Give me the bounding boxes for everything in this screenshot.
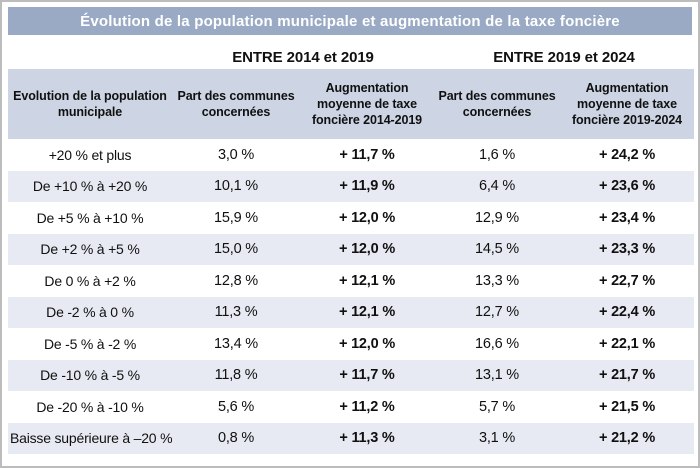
tax-increase-cell: + 12,1 % (338, 304, 396, 321)
tax-increase-cell: + 22,7 % (598, 272, 656, 289)
population-range-cell: Baisse supérieure à –20 % (10, 430, 173, 447)
tax-increase-cell: + 24,2 % (598, 146, 656, 163)
communes-share-cell: 16,6 % (475, 335, 519, 352)
table-row: De +5 % à +10 % 15,9 % + 12,0 % 12,9 % + 23,… (8, 202, 694, 234)
communes-share-cell: 3,1 % (478, 430, 516, 447)
tax-increase-cell: + 11,7 % (339, 367, 395, 384)
communes-share-cell: 0,8 % (217, 430, 255, 447)
period-group-spacer (8, 38, 172, 69)
table-row: De +10 % à +20 % 10,1 % + 11,9 % 6,4 % + 23,… (8, 170, 694, 202)
tax-increase-cell: + 11,3 % (339, 430, 395, 447)
communes-share-cell: 14,5 % (475, 241, 519, 258)
period-group-2019-2024: ENTRE 2019 et 2024 (434, 38, 694, 69)
communes-share-cell: 10,1 % (214, 178, 258, 195)
communes-share-cell: 12,8 % (214, 272, 258, 289)
communes-share-cell: 6,4 % (478, 178, 516, 195)
tax-increase-cell: + 12,0 % (338, 241, 396, 258)
tax-increase-cell: + 23,6 % (598, 178, 656, 195)
population-range-cell: De +2 % à +5 % (40, 241, 140, 258)
period-group-2014-2019: ENTRE 2014 et 2019 (172, 38, 434, 69)
population-range-cell: De -2 % à 0 % (46, 304, 134, 321)
tax-increase-cell: + 11,2 % (339, 398, 395, 415)
table-row: De 0 % à +2 % 12,8 % + 12,1 % 13,3 % + 22,7 … (8, 265, 694, 297)
tax-increase-cell: + 12,1 % (338, 272, 396, 289)
table-row: +20 % et plus 3,0 % + 11,7 % 1,6 % + 24,2 % (8, 139, 694, 171)
communes-share-cell: 15,0 % (214, 241, 258, 258)
tax-increase-cell: + 12,0 % (338, 209, 396, 226)
population-tax-table: ENTRE 2014 et 2019 ENTRE 2019 et 2024 Ev… (8, 38, 694, 454)
population-range-cell: De -20 % à -10 % (36, 398, 144, 415)
period-group-row: ENTRE 2014 et 2019 ENTRE 2019 et 2024 (8, 38, 694, 69)
communes-share-cell: 13,3 % (475, 272, 519, 289)
table-body: +20 % et plus 3,0 % + 11,7 % 1,6 % + 24,2 % D… (8, 139, 694, 454)
population-range-cell: +20 % et plus (48, 146, 132, 163)
tax-increase-cell: + 11,7 % (339, 146, 395, 163)
table-row: De +2 % à +5 % 15,0 % + 12,0 % 14,5 % + 23,3… (8, 233, 694, 265)
tax-increase-cell: + 23,4 % (598, 209, 656, 226)
communes-share-cell: 11,3 % (214, 304, 258, 321)
column-header-communes-share-2019-2024: Part des communes concernées (434, 69, 560, 139)
table-row: De -10 % à -5 % 11,8 % + 11,7 % 13,1 % + 21,… (8, 359, 694, 391)
table-title: Évolution de la population municipale et… (8, 7, 692, 35)
tax-increase-cell: + 21,2 % (598, 430, 656, 447)
table-row: De -5 % à -2 % 13,4 % + 12,0 % 16,6 % + 22,1… (8, 328, 694, 360)
communes-share-cell: 1,6 % (478, 146, 516, 163)
communes-share-cell: 13,1 % (475, 367, 519, 384)
table-row: Baisse supérieure à –20 % 0,8 % + 11,3 % 3,… (8, 422, 694, 454)
tax-increase-cell: + 22,1 % (598, 335, 656, 352)
column-header-row: Evolution de la population municipale Pa… (8, 69, 694, 139)
communes-share-cell: 5,7 % (478, 398, 516, 415)
tax-increase-cell: + 22,4 % (598, 304, 656, 321)
tax-increase-cell: + 12,0 % (338, 335, 396, 352)
communes-share-cell: 13,4 % (214, 335, 258, 352)
population-range-cell: De 0 % à +2 % (44, 272, 136, 289)
column-header-tax-increase-2019-2024: Augmentation moyenne de taxe foncière 20… (560, 69, 694, 139)
tax-increase-cell: + 23,3 % (598, 241, 656, 258)
population-range-cell: De +5 % à +10 % (36, 209, 144, 226)
communes-share-cell: 12,9 % (475, 209, 519, 226)
population-range-cell: De +10 % à +20 % (32, 178, 148, 195)
population-range-cell: De -10 % à -5 % (40, 367, 140, 384)
table-row: De -2 % à 0 % 11,3 % + 12,1 % 12,7 % + 22,4 … (8, 296, 694, 328)
communes-share-cell: 12,7 % (475, 304, 519, 321)
column-header-communes-share-2014-2019: Part des communes concernées (172, 69, 300, 139)
communes-share-cell: 3,0 % (217, 146, 255, 163)
communes-share-cell: 5,6 % (217, 398, 255, 415)
communes-share-cell: 15,9 % (214, 209, 258, 226)
column-header-tax-increase-2014-2019: Augmentation moyenne de taxe foncière 20… (300, 69, 434, 139)
communes-share-cell: 11,8 % (214, 367, 258, 384)
tax-increase-cell: + 11,9 % (339, 178, 395, 195)
tax-increase-cell: + 21,5 % (598, 398, 656, 415)
table-row: De -20 % à -10 % 5,6 % + 11,2 % 5,7 % + 21,5… (8, 391, 694, 423)
population-range-cell: De -5 % à -2 % (43, 335, 137, 352)
column-header-population-evolution: Evolution de la population municipale (8, 69, 172, 139)
tax-increase-cell: + 21,7 % (598, 367, 656, 384)
